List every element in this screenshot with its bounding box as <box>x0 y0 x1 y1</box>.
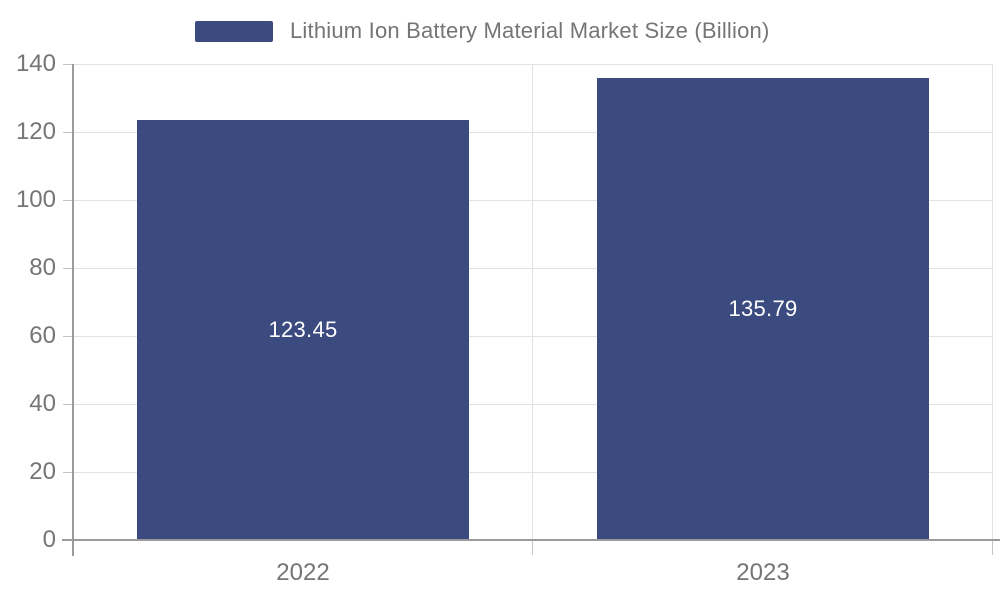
x-axis-tick-mark <box>532 540 533 555</box>
y-axis-tick-label: 0 <box>42 526 56 553</box>
y-axis-tick-mark <box>63 200 73 201</box>
y-axis-tick-mark <box>63 336 73 337</box>
y-axis-tick-label: 20 <box>29 458 56 485</box>
x-axis-label-2022: 2022 <box>276 559 330 586</box>
legend-label: Lithium Ion Battery Material Market Size… <box>290 18 770 43</box>
x-axis-line <box>62 539 1000 541</box>
legend-swatch <box>195 20 273 42</box>
y-axis-tick-mark <box>63 64 73 65</box>
x-axis-tick-mark <box>992 540 993 555</box>
gridline-horizontal <box>73 268 993 269</box>
gridline-horizontal <box>73 132 993 133</box>
bar-2022[interactable]: 123.45 <box>137 120 469 540</box>
y-axis-line <box>72 64 74 556</box>
y-axis-tick-mark <box>63 132 73 133</box>
gridline-vertical <box>992 64 993 540</box>
chart-legend[interactable]: Lithium Ion Battery Material Market Size… <box>195 18 770 44</box>
gridline-horizontal <box>73 472 993 473</box>
y-axis-tick-mark <box>63 268 73 269</box>
x-axis-label-2023: 2023 <box>736 559 790 586</box>
gridline-horizontal <box>73 200 993 201</box>
y-axis-tick-label: 100 <box>15 186 56 213</box>
y-axis-tick-label: 60 <box>29 322 56 349</box>
gridline-horizontal <box>73 404 993 405</box>
y-axis-tick-label: 120 <box>15 118 56 145</box>
y-axis-tick-label: 80 <box>29 254 56 281</box>
plot-area: 123.45 135.79 <box>73 64 993 540</box>
bar-2023[interactable]: 135.79 <box>597 78 929 540</box>
gridline-horizontal <box>73 336 993 337</box>
bar-value-label: 123.45 <box>268 317 338 342</box>
y-axis-tick-label: 140 <box>15 50 56 77</box>
gridline-vertical <box>532 64 533 540</box>
y-axis-tick-mark <box>63 472 73 473</box>
gridline-horizontal <box>73 64 993 65</box>
y-axis-tick-mark <box>63 404 73 405</box>
y-axis-tick-label: 40 <box>29 390 56 417</box>
bar-value-label: 135.79 <box>728 296 798 321</box>
